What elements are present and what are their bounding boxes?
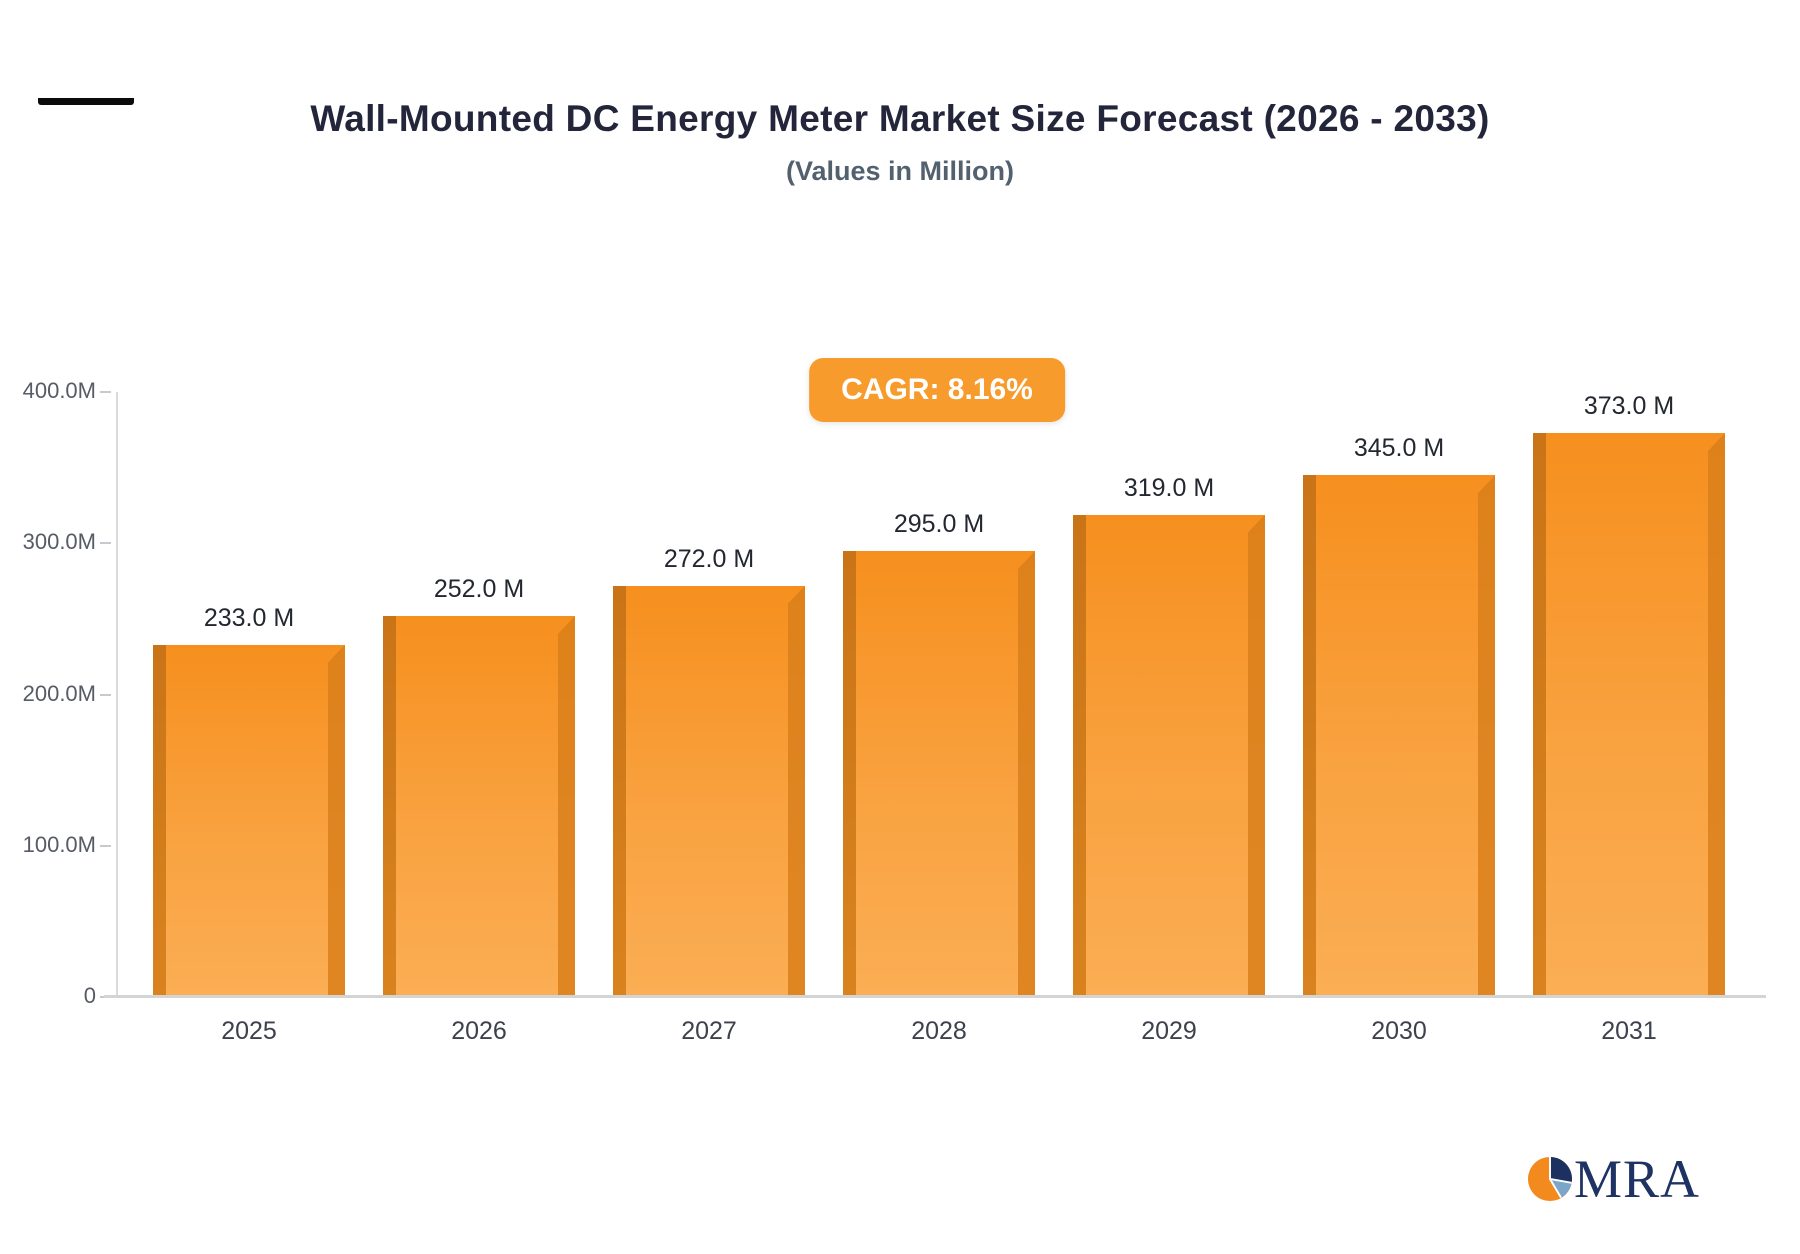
y-axis-tick-label: 100.0M (22, 831, 96, 857)
y-axis-tick-label: 200.0M (22, 680, 96, 706)
x-axis-label: 2031 (1601, 1017, 1657, 1045)
x-axis-label: 2027 (681, 1017, 737, 1045)
bar (613, 585, 805, 998)
x-axis-label: 2029 (1141, 1017, 1197, 1045)
bar-group: 345.0 M 2030 (1303, 392, 1495, 1045)
bar-group: 252.0 M 2026 (383, 392, 575, 1045)
mra-logo: MRA (1527, 1152, 1700, 1206)
bar (1303, 475, 1495, 997)
cagr-badge: CAGR: 8.16% (809, 358, 1065, 422)
x-axis-label: 2025 (221, 1017, 277, 1045)
plot-area: 233.0 M 2025 252.0 M 2026 272.0 M 2027 295.0 M… (116, 392, 1763, 1045)
bars: 233.0 M 2025 252.0 M 2026 272.0 M 2027 295.0 M… (153, 392, 1725, 1045)
y-axis-tick-label: 400.0M (22, 378, 96, 403)
bar-group: 319.0 M 2029 (1073, 392, 1265, 1045)
y-axis-tick-label: 300.0M (22, 529, 96, 555)
y-axis-labels: 400.0M 300.0M 200.0M 100.0M 0 (0, 378, 116, 1008)
chart-subtitle: (Values in Million) (785, 156, 1015, 186)
bar-value-label: 272.0 M (663, 544, 755, 573)
bar-value-label: 233.0 M (203, 603, 295, 632)
bar-value-label: 252.0 M (433, 574, 525, 603)
x-axis-label: 2026 (451, 1017, 507, 1045)
bar-group: 295.0 M 2028 (843, 392, 1035, 1045)
bar-value-label: 295.0 M (893, 509, 985, 538)
mra-logo-icon (1527, 1156, 1573, 1202)
bar-chart: 400.0M 300.0M 200.0M 100.0M 0 233.0 M 2025 252… (0, 378, 1800, 1152)
x-axis-label: 2028 (911, 1017, 967, 1045)
bar (1073, 514, 1265, 998)
y-axis-tick (100, 391, 111, 393)
bar (153, 644, 345, 998)
bar-group: 373.0 M 2031 (1533, 392, 1725, 1045)
bar-group: 233.0 M 2025 (153, 392, 345, 1045)
y-axis-tick-label: 0 (83, 983, 96, 1008)
bar-value-label: 373.0 M (1583, 392, 1675, 420)
bar-group: 272.0 M 2027 (613, 392, 805, 1045)
bar (383, 615, 575, 998)
screen-artifact (38, 98, 134, 105)
y-axis-tick (100, 844, 111, 847)
bar (1533, 433, 1725, 997)
chart-title: Wall-Mounted DC Energy Meter Market Size… (310, 98, 1490, 139)
bar-value-label: 345.0 M (1353, 434, 1445, 463)
y-axis-tick (100, 542, 111, 545)
mra-logo-text: MRA (1573, 1149, 1700, 1209)
y-axis-tick (100, 693, 111, 696)
x-axis-line (104, 995, 1766, 998)
bar (843, 550, 1035, 998)
bar-value-label: 319.0 M (1123, 473, 1215, 502)
x-axis-label: 2030 (1371, 1017, 1427, 1045)
